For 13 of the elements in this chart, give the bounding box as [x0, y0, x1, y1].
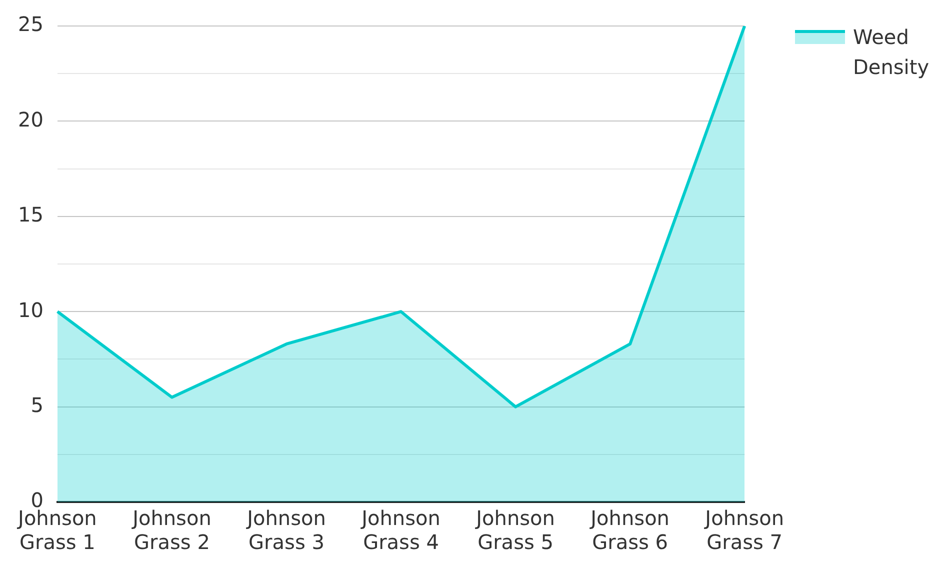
x-tick-label: Johnson Grass 1	[16, 506, 97, 554]
x-tick-label: Johnson Grass 3	[245, 506, 326, 554]
y-tick-label: 25	[18, 12, 44, 36]
y-tick-label: 15	[18, 202, 44, 227]
y-tick-label: 10	[18, 298, 44, 322]
legend-label: Weed Density	[853, 24, 930, 81]
x-tick-label: Johnson Grass 7	[703, 506, 784, 554]
y-tick-label: 20	[18, 107, 44, 132]
x-tick-label: Johnson Grass 5	[474, 506, 555, 554]
y-tick-label: 5	[30, 393, 44, 418]
x-tick-label: Johnson Grass 4	[360, 506, 440, 554]
x-tick-label: Johnson Grass 6	[588, 506, 670, 554]
x-tick-label: Johnson Grass 2	[130, 506, 212, 554]
